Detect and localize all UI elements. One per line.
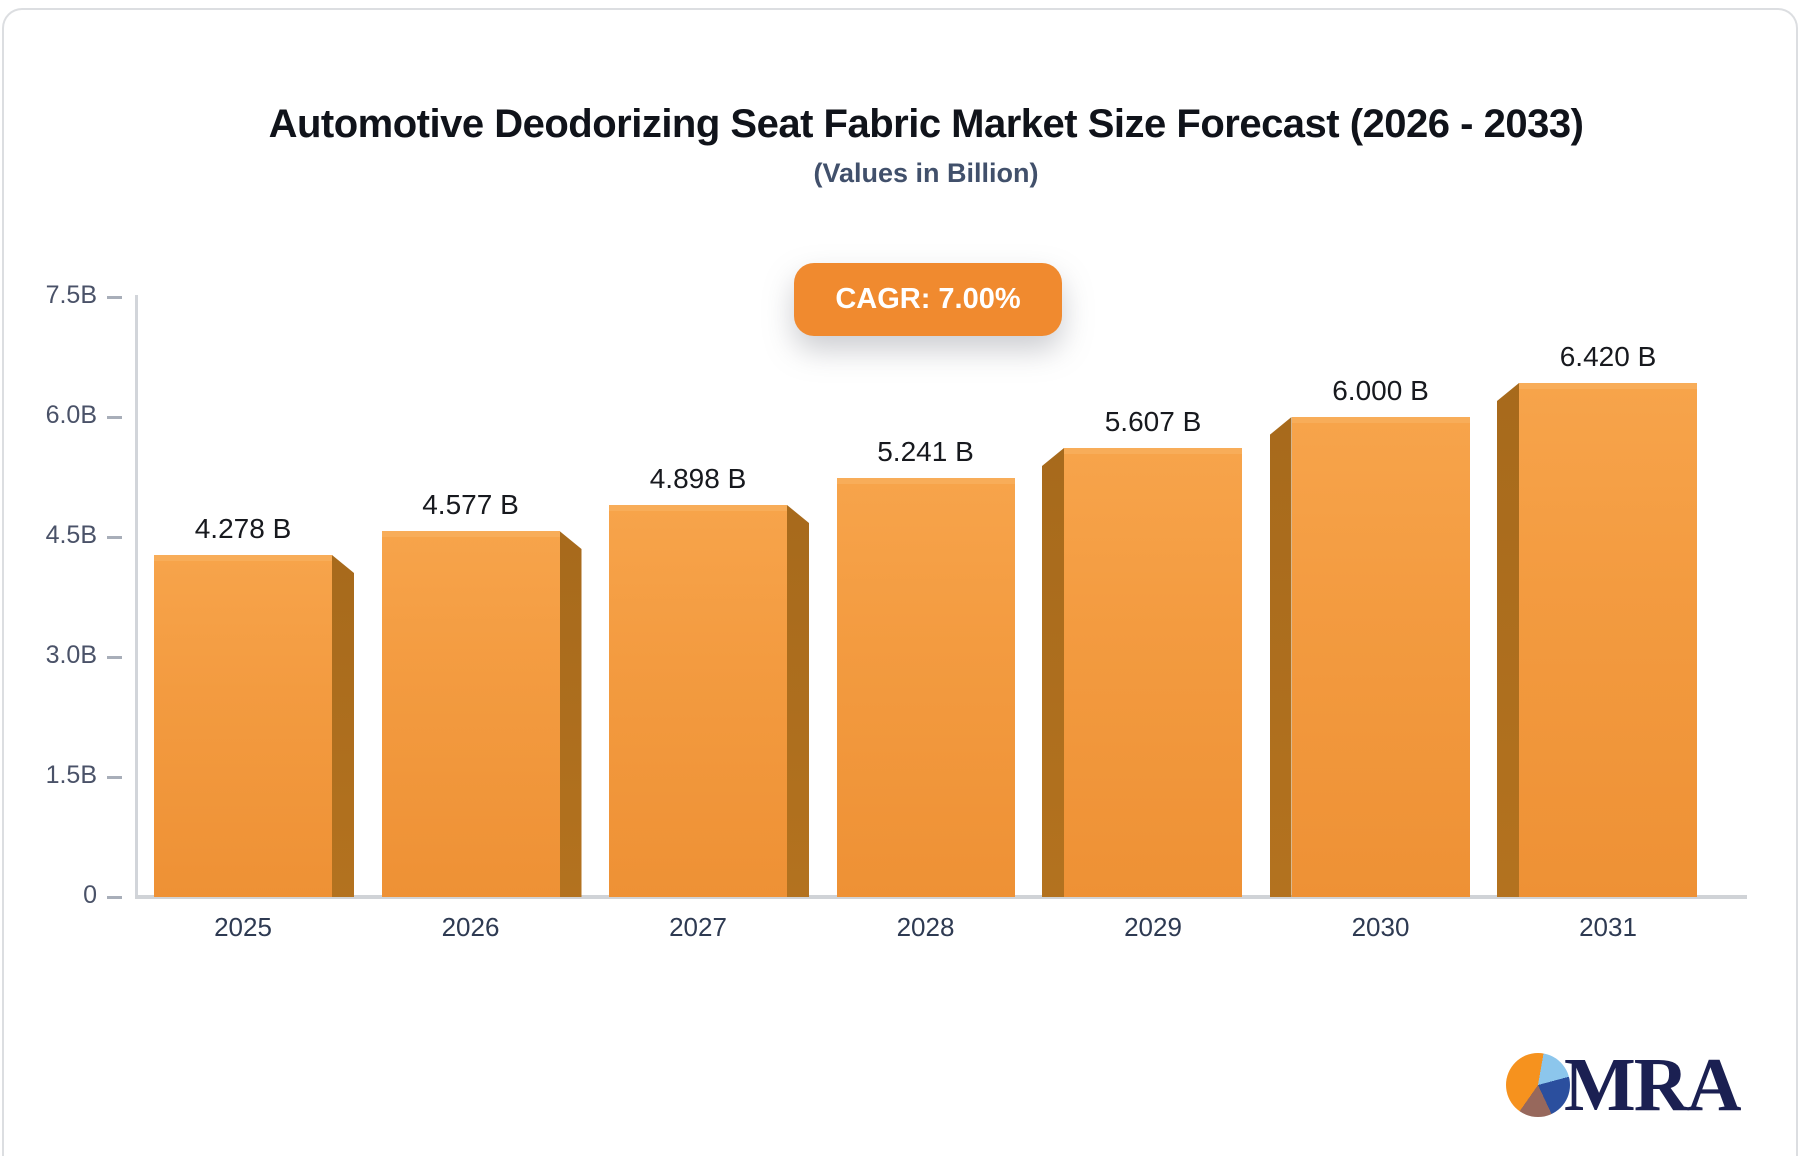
mra-logo: MRA	[1506, 1043, 1742, 1127]
bar-side-face	[1269, 417, 1292, 897]
bar	[1291, 417, 1470, 897]
bar-side-face	[1497, 383, 1519, 897]
cagr-badge: CAGR: 7.00%	[794, 263, 1062, 336]
bar-side-face	[787, 505, 809, 897]
bar-side-face	[559, 531, 582, 897]
y-tick-label: 7.5B	[45, 281, 97, 309]
x-tick-label: 2027	[669, 912, 727, 942]
x-axis-line	[135, 895, 1747, 899]
bar	[836, 478, 1015, 897]
y-tick-label: 3.0B	[45, 641, 97, 669]
y-tick-dash	[107, 536, 122, 539]
bar-value-label: 5.241 B	[877, 436, 974, 467]
pie-chart-logo-icon	[1506, 1053, 1570, 1117]
y-tick-dash	[107, 776, 122, 779]
page-title: Automotive Deodorizing Seat Fabric Marke…	[268, 102, 1584, 146]
bar-top-face	[1291, 417, 1470, 423]
y-tick-label: 4.5B	[45, 521, 97, 549]
bar	[609, 505, 787, 897]
bar-top-face	[381, 531, 560, 537]
bar-top-face	[154, 555, 332, 561]
x-tick-label: 2028	[896, 912, 955, 942]
x-tick-label: 2026	[441, 912, 500, 942]
y-tick-dash	[107, 656, 122, 659]
bar-top-face	[1519, 383, 1697, 389]
x-tick-label: 2030	[1351, 912, 1410, 942]
y-tick-label: 6.0B	[45, 401, 97, 429]
bar-top-face	[1064, 448, 1242, 454]
bar-value-label: 4.278 B	[194, 513, 292, 544]
bar	[381, 531, 560, 897]
page-subtitle: (Values in Billion)	[813, 158, 1039, 188]
y-tick-dash	[107, 416, 122, 419]
chart-card: Automotive Deodorizing Seat Fabric Marke…	[2, 8, 1798, 1156]
bar-value-label: 6.000 B	[1332, 375, 1429, 406]
bar-value-label: 5.607 B	[1104, 406, 1202, 437]
y-tick-dash	[107, 896, 122, 899]
bar	[1519, 383, 1697, 897]
bar-value-label: 4.898 B	[649, 463, 747, 494]
bar-value-label: 4.577 B	[422, 489, 519, 520]
bar-top-face	[836, 478, 1015, 484]
bar	[1064, 448, 1242, 897]
y-tick-label: 0	[83, 881, 97, 909]
bar	[154, 555, 332, 897]
logo-text: MRA	[1564, 1043, 1742, 1127]
x-tick-label: 2029	[1124, 912, 1182, 942]
cagr-badge-label: CAGR: 7.00%	[835, 283, 1021, 315]
y-axis-line	[135, 295, 138, 899]
bar-value-label: 6.420 B	[1559, 341, 1657, 372]
bar-top-face	[609, 505, 787, 511]
x-tick-label: 2025	[214, 912, 272, 942]
bar-side-face	[1042, 448, 1064, 897]
y-tick-label: 1.5B	[45, 761, 97, 789]
x-tick-label: 2031	[1579, 912, 1637, 942]
bar-side-face	[332, 555, 354, 897]
y-tick-dash	[107, 296, 122, 299]
